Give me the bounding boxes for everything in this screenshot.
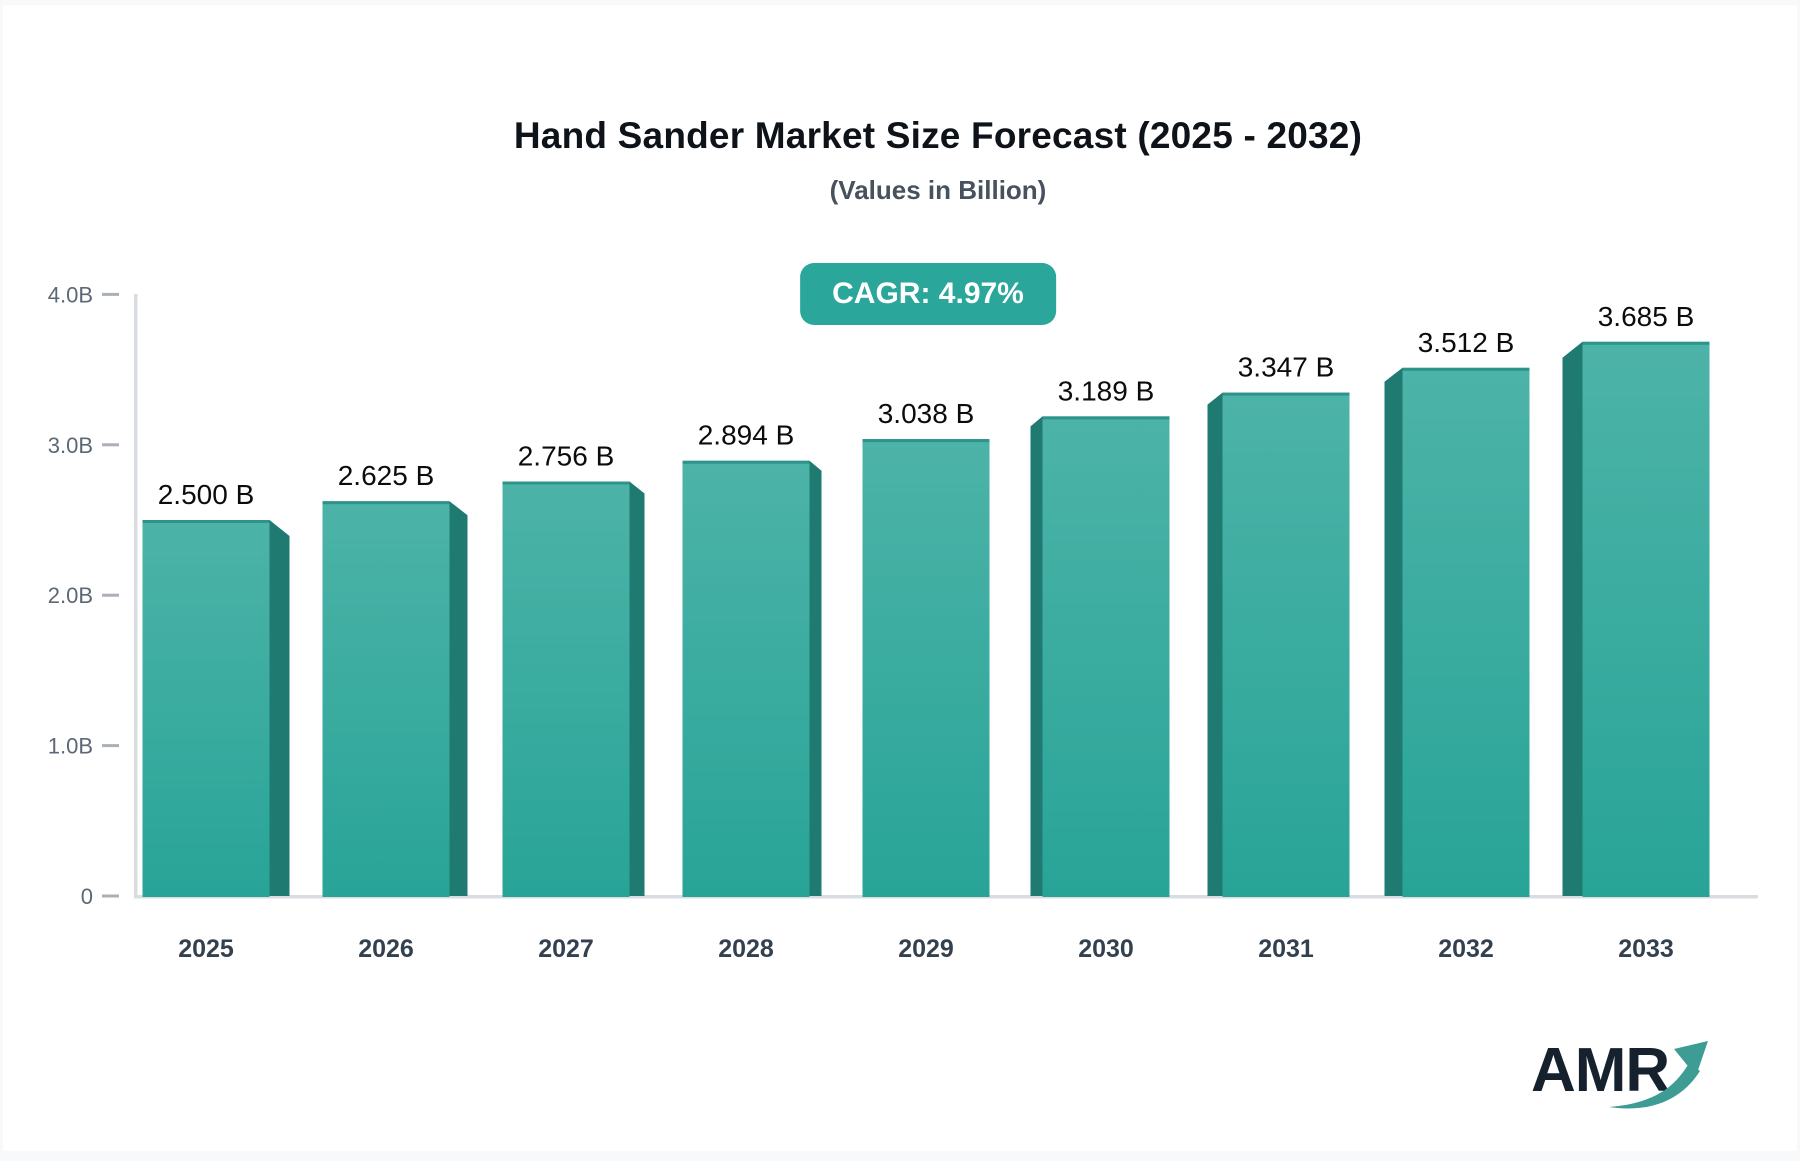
bar-side-face [449,501,468,896]
bar-group [682,460,822,897]
bar-value-label: 3.512 B [1418,327,1515,358]
bar [1042,416,1170,897]
bar-group [322,501,468,897]
bar-value-label: 2.500 B [158,479,255,510]
bar-value-label: 3.189 B [1058,375,1155,406]
bar-top-edge [1042,416,1170,420]
x-axis-label: 2033 [1618,935,1674,963]
bar-top-edge [862,439,990,443]
y-axis-label: 0 [81,884,93,909]
bar-group [1384,367,1530,898]
cagr-badge: CAGR: 4.97% [800,263,1056,325]
bar-value-label: 2.625 B [338,460,435,491]
y-tick [102,292,119,296]
y-tick [102,593,119,597]
bar [322,501,450,897]
bar [142,520,270,897]
bar-side-face [1562,341,1583,896]
y-axis-label: 1.0B [48,734,93,759]
bar-top-edge [1222,392,1350,396]
bar [682,460,810,897]
labels: 0 1.0B 2.0B 3.0B 4.0B 2.500 B 2025 2.625 B 2026 2… [48,282,1695,963]
bar-side-face [269,520,290,896]
y-tick [102,744,119,748]
amr-logo: AMR [1531,1035,1731,1125]
bar-top-edge [1582,341,1710,345]
bar-side-face [809,460,822,896]
bar-value-label: 3.347 B [1238,352,1335,383]
page-title: Hand Sander Market Size Forecast (2025 -… [513,115,1363,156]
bar-value-label: 3.038 B [878,398,975,429]
bar [1222,392,1350,897]
y-tick [102,894,119,898]
bar-group [1030,416,1170,897]
y-axis-line [134,294,138,899]
y-axis-label: 4.0B [48,282,93,307]
bar-top-edge [502,481,630,485]
bar-value-label: 3.685 B [1598,301,1695,332]
page-subtitle: (Values in Billion) [829,175,1047,205]
x-axis-label: 2027 [538,935,594,963]
bar-value-label: 2.894 B [698,420,795,451]
x-axis-label: 2029 [898,935,954,963]
bar-side-face [1207,392,1223,896]
bar-top-edge [322,501,450,505]
bar [862,439,990,897]
x-axis-label: 2031 [1258,935,1314,963]
bar [1582,341,1710,897]
bar-group [1207,392,1350,897]
bar-chart: 0 1.0B 2.0B 3.0B 4.0B 2.500 B 2025 2.625 B 2026 2… [48,282,1758,963]
bar-group [502,481,645,897]
bar-group [142,520,290,897]
bar-top-edge [1402,367,1530,371]
x-axis-label: 2028 [718,935,774,963]
bar-side-face [1384,367,1403,897]
bar-group [862,439,990,897]
bar-side-face [1030,416,1043,896]
bar-top-edge [142,520,270,523]
x-axis-label: 2026 [358,935,414,963]
bar [502,481,630,897]
chart-card: Hand Sander Market Size Forecast (2025 -… [3,5,1797,1151]
y-tick [102,443,119,447]
bars [142,341,1710,898]
bar [1402,367,1530,898]
bar-value-label: 2.756 B [518,440,615,471]
x-axis-label: 2030 [1078,935,1134,963]
x-axis-label: 2025 [178,935,234,963]
bar-group [1562,341,1710,897]
bar-side-face [629,481,645,896]
y-axis-label: 2.0B [48,583,93,608]
y-axis-label: 3.0B [48,433,93,458]
bar-top-edge [682,460,810,464]
growth-arrow-icon [1609,1041,1708,1109]
x-axis-label: 2032 [1438,935,1494,963]
amr-logo-text: AMR [1531,1036,1670,1105]
